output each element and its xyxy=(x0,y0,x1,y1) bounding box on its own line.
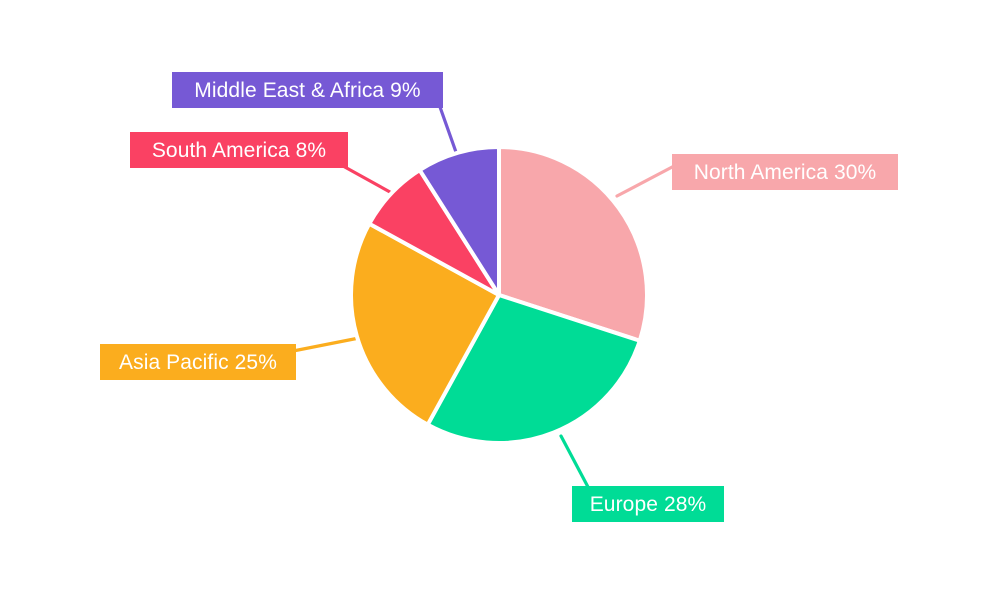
pie-slice-north-america[interactable] xyxy=(497,145,649,343)
pie-label-south-america[interactable]: South America 8% xyxy=(130,132,348,168)
pie-label-asia-pacific[interactable]: Asia Pacific 25% xyxy=(100,344,296,380)
pie-label-north-america[interactable]: North America 30% xyxy=(672,154,898,190)
pie-slice-asia-pacific[interactable] xyxy=(349,221,501,427)
leader-line-europe xyxy=(559,434,590,489)
pie-label-europe[interactable]: Europe 28% xyxy=(572,486,724,522)
pie-wedges xyxy=(349,145,649,445)
pie-label-middle-east-africa[interactable]: Middle East & Africa 9% xyxy=(172,72,443,108)
leader-line-asia-pacific xyxy=(286,336,361,354)
leader-line-north-america xyxy=(615,163,678,198)
pie-slice-middle-east-africa[interactable] xyxy=(417,145,501,297)
